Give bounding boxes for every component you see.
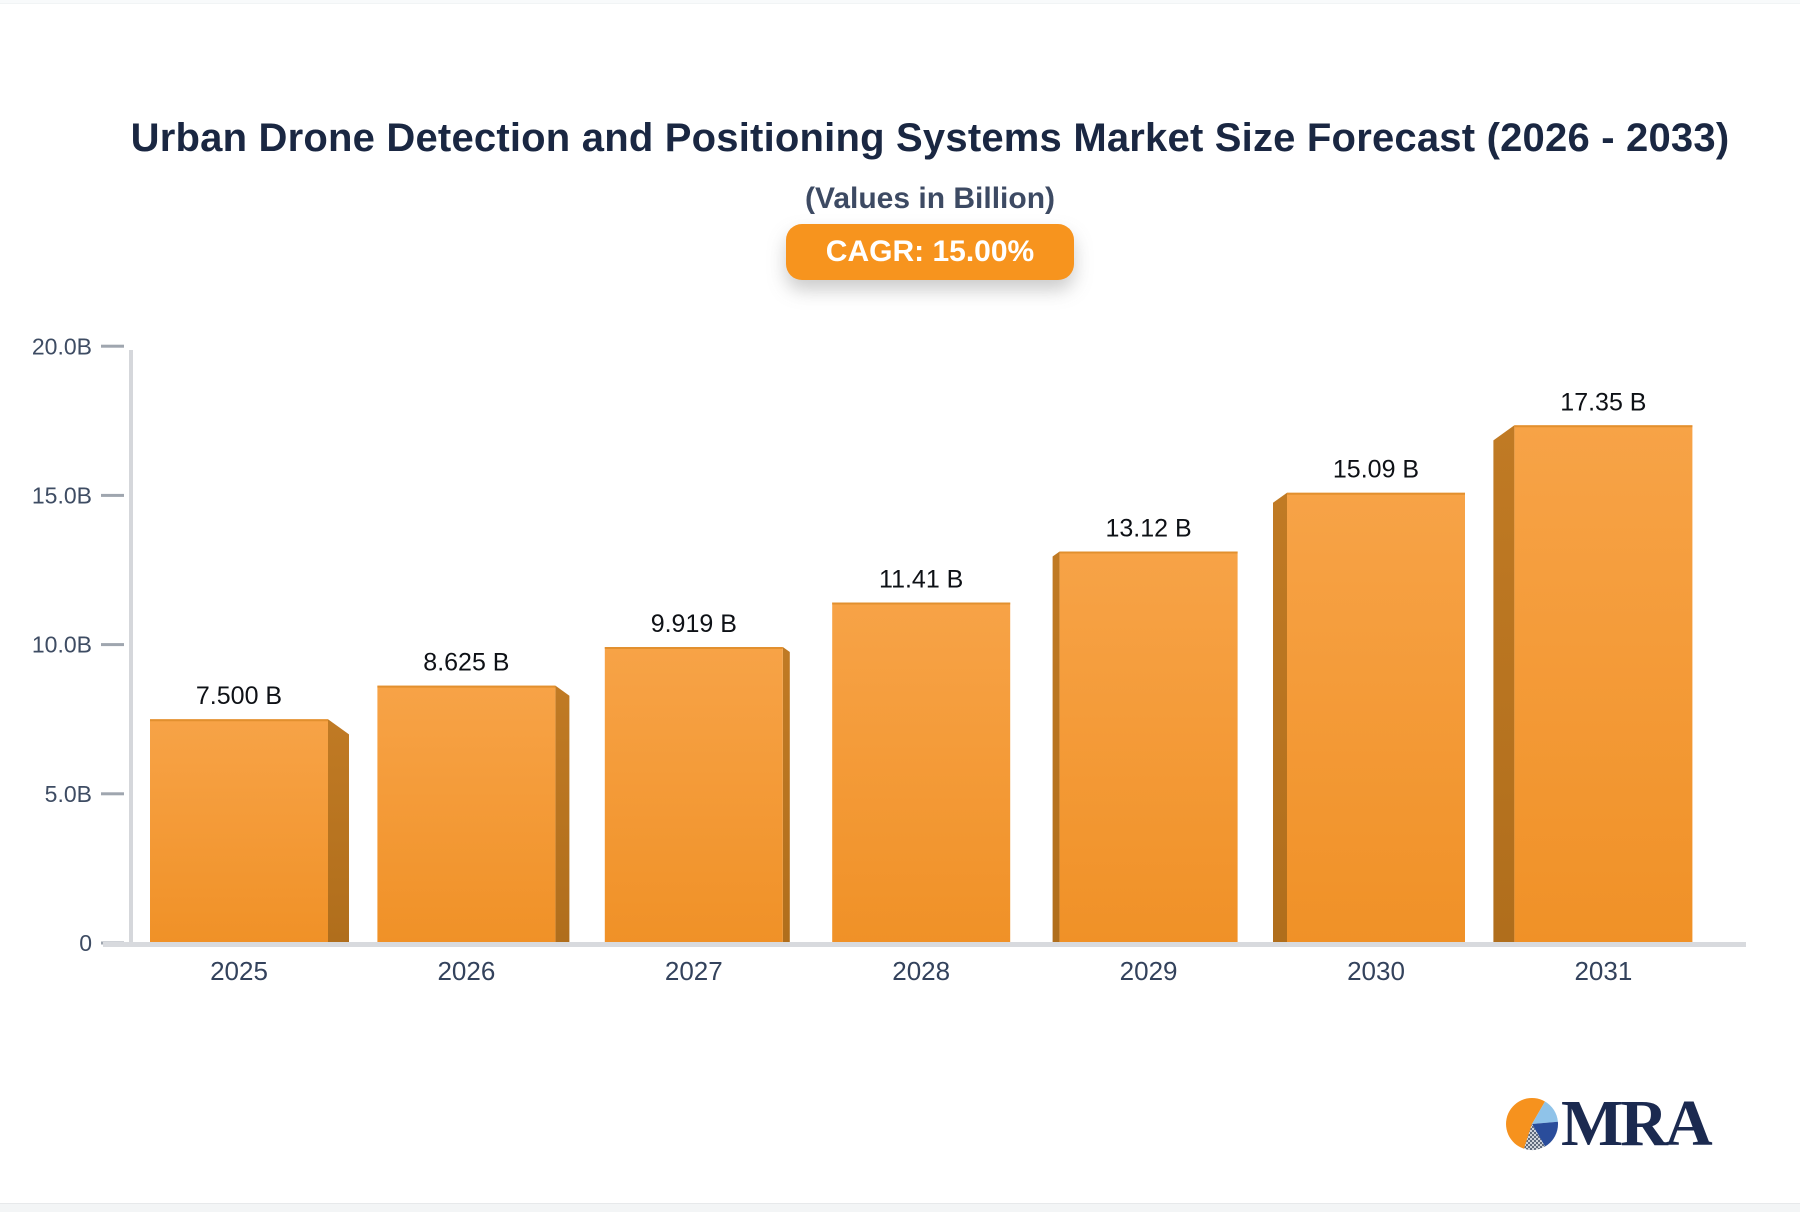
x-axis-line (103, 942, 1746, 947)
bar-value-label: 17.35 B (1560, 388, 1646, 416)
x-axis-label: 2026 (437, 956, 495, 986)
page-title: Urban Drone Detection and Positioning Sy… (130, 116, 1730, 160)
y-axis-line (129, 350, 133, 946)
y-tick-label: 0 (79, 930, 92, 956)
logo-pie-slice-orange (1506, 1098, 1545, 1149)
bar-value-label: 11.41 B (879, 566, 963, 594)
y-tick-mark (101, 493, 124, 497)
bar-side-face (1052, 551, 1060, 943)
bar-side-face (555, 685, 570, 943)
cagr-badge: CAGR: 15.00% (785, 224, 1075, 280)
bar-face (1287, 492, 1465, 943)
bar-face (1514, 425, 1693, 943)
bar-value-label: 15.09 B (1333, 456, 1419, 484)
bar-side-face (1493, 425, 1515, 943)
bar-face (1059, 551, 1238, 943)
bar-side-face (1273, 492, 1287, 943)
logo-pie-slice-lightblue (1532, 1101, 1558, 1124)
bar-value-label: 9.919 B (651, 610, 737, 638)
bar-face (377, 685, 556, 943)
bar-face (604, 647, 783, 943)
x-axis-label: 2030 (1347, 956, 1405, 986)
logo-pie-slice-hatched (1523, 1124, 1545, 1151)
bar-side-face (328, 719, 349, 943)
y-tick-mark (101, 643, 124, 647)
logo-text: MRA (1561, 1094, 1713, 1156)
mra-logo: MRA (1504, 1094, 1734, 1156)
x-axis-label: 2028 (892, 956, 950, 986)
y-tick-label: 5.0B (45, 781, 92, 807)
top-border-strip (0, 0, 1800, 4)
bottom-border-strip (0, 1203, 1800, 1212)
bar-value-label: 7.500 B (196, 682, 282, 710)
bar-value-label: 8.625 B (423, 649, 509, 677)
chart-header: Urban Drone Detection and Positioning Sy… (100, 112, 1760, 280)
y-tick-mark (101, 344, 124, 348)
x-axis-label: 2027 (665, 956, 723, 986)
y-tick-label: 10.0B (32, 632, 92, 658)
y-tick-label: 20.0B (32, 333, 92, 359)
bar-value-label: 13.12 B (1106, 514, 1192, 542)
logo-pie-icon (1506, 1098, 1558, 1151)
bar-face (150, 719, 328, 943)
y-tick-mark (101, 792, 124, 796)
bar-face (832, 602, 1011, 943)
x-axis-label: 2025 (210, 956, 268, 986)
chart-subtitle: (Values in Billion) (804, 182, 1056, 215)
x-axis-label: 2031 (1574, 956, 1632, 986)
x-axis-label: 2029 (1120, 956, 1178, 986)
bar-side-face (782, 647, 790, 943)
logo-pie-slice-darkblue (1532, 1121, 1558, 1147)
y-tick-label: 15.0B (32, 482, 92, 508)
